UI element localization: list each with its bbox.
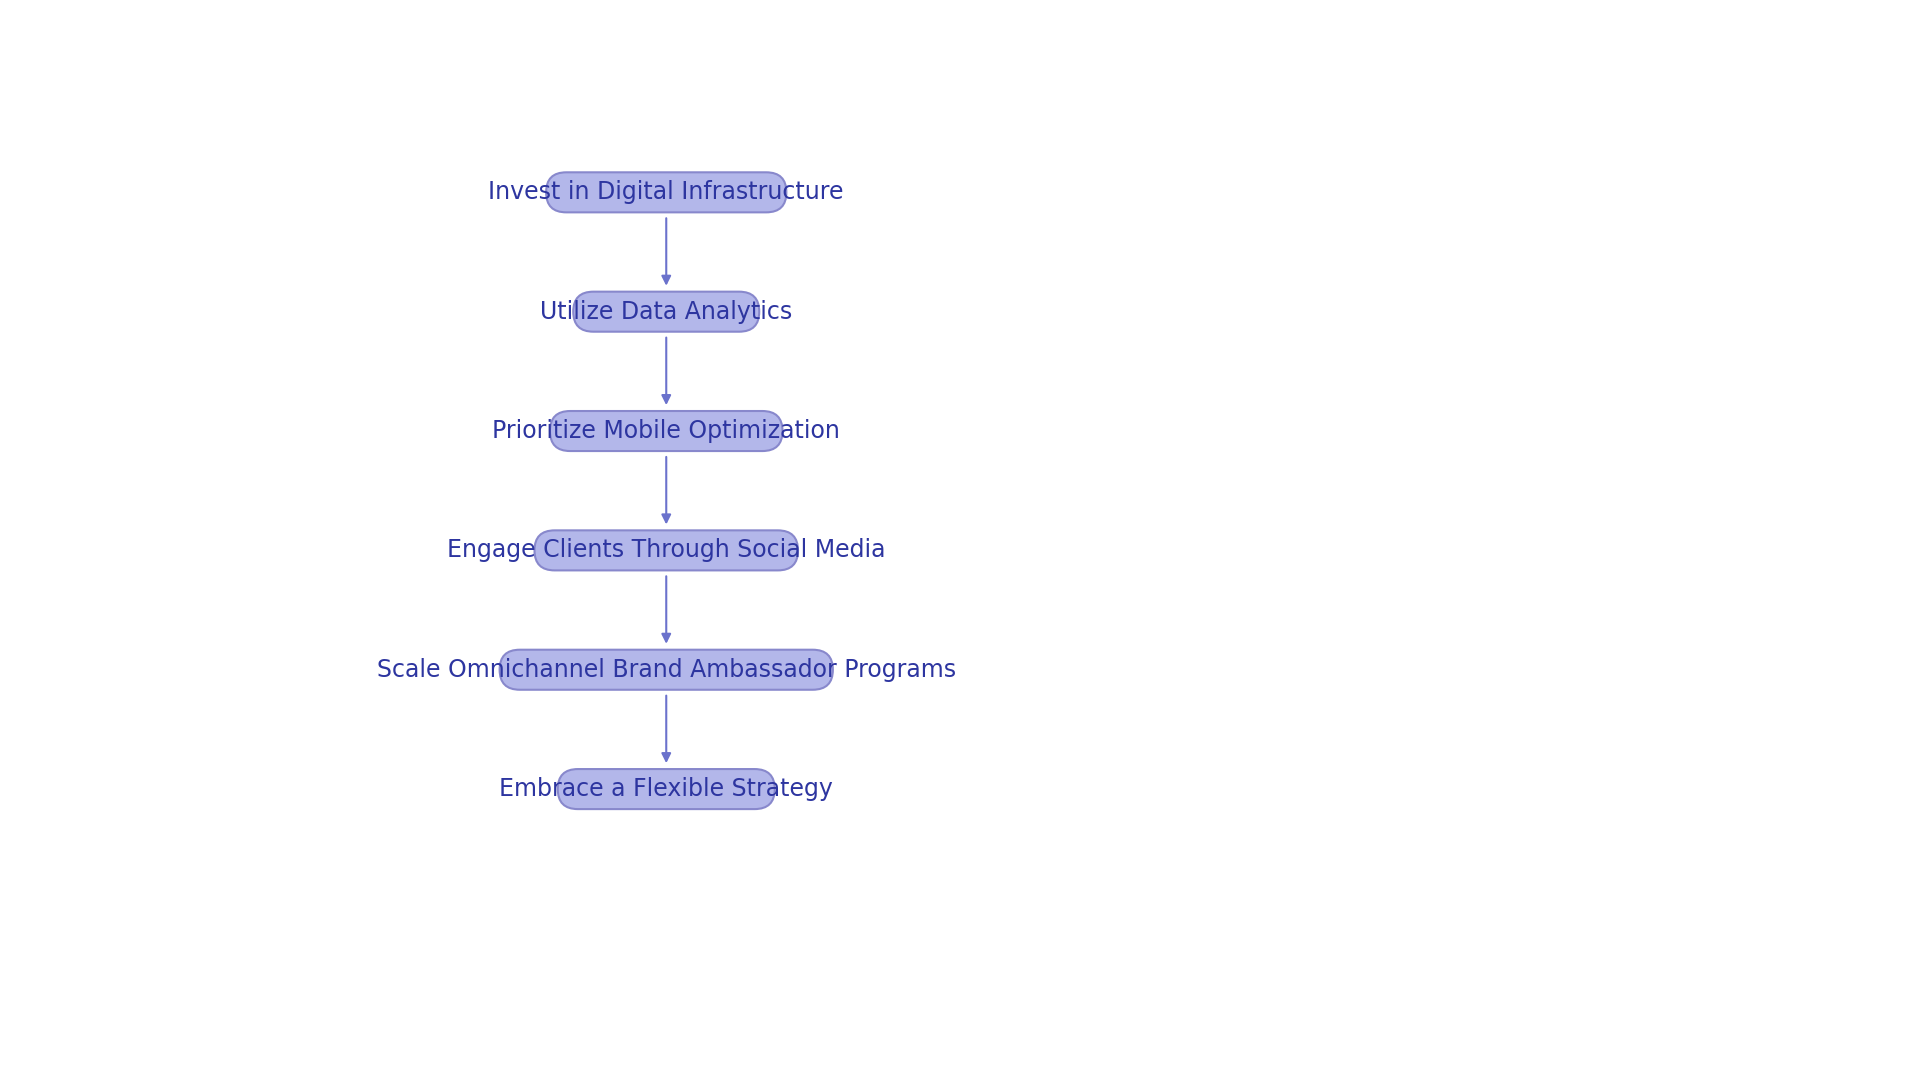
- Text: Embrace a Flexible Strategy: Embrace a Flexible Strategy: [499, 778, 833, 801]
- Text: Engage Clients Through Social Media: Engage Clients Through Social Media: [447, 538, 885, 562]
- FancyBboxPatch shape: [557, 769, 776, 809]
- FancyBboxPatch shape: [549, 412, 783, 451]
- FancyBboxPatch shape: [574, 291, 758, 331]
- Text: Scale Omnichannel Brand Ambassador Programs: Scale Omnichannel Brand Ambassador Progr…: [376, 657, 956, 681]
- Text: Utilize Data Analytics: Utilize Data Analytics: [540, 300, 793, 324]
- FancyBboxPatch shape: [545, 172, 787, 212]
- Text: Prioritize Mobile Optimization: Prioritize Mobile Optimization: [492, 419, 841, 443]
- FancyBboxPatch shape: [499, 650, 833, 690]
- Text: Invest in Digital Infrastructure: Invest in Digital Infrastructure: [488, 181, 845, 205]
- FancyBboxPatch shape: [534, 531, 799, 571]
